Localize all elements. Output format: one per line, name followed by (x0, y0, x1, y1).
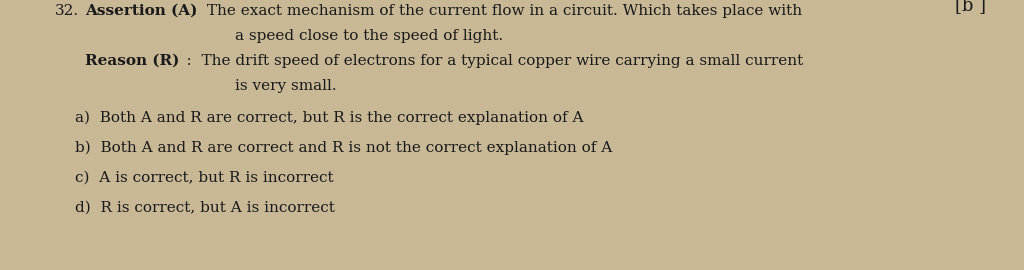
Text: :  The exact mechanism of the current flow in a circuit. Which takes place with: : The exact mechanism of the current flo… (187, 4, 802, 18)
Text: b)  Both A and R are correct and R is not the correct explanation of A: b) Both A and R are correct and R is not… (75, 141, 612, 155)
Text: a)  Both A and R are correct, but R is the correct explanation of A: a) Both A and R are correct, but R is th… (75, 111, 584, 125)
Text: c)  A is correct, but R is incorrect: c) A is correct, but R is incorrect (75, 171, 334, 185)
Text: is very small.: is very small. (234, 79, 337, 93)
Text: d)  R is correct, but A is incorrect: d) R is correct, but A is incorrect (75, 201, 335, 215)
Text: [b ]: [b ] (955, 0, 986, 14)
Text: a speed close to the speed of light.: a speed close to the speed of light. (234, 29, 503, 43)
Text: Assertion (A): Assertion (A) (85, 4, 198, 18)
Text: :  The drift speed of electrons for a typical copper wire carrying a small curre: : The drift speed of electrons for a typ… (167, 54, 803, 68)
Text: 32.: 32. (55, 4, 79, 18)
Text: Reason (R): Reason (R) (85, 54, 179, 68)
